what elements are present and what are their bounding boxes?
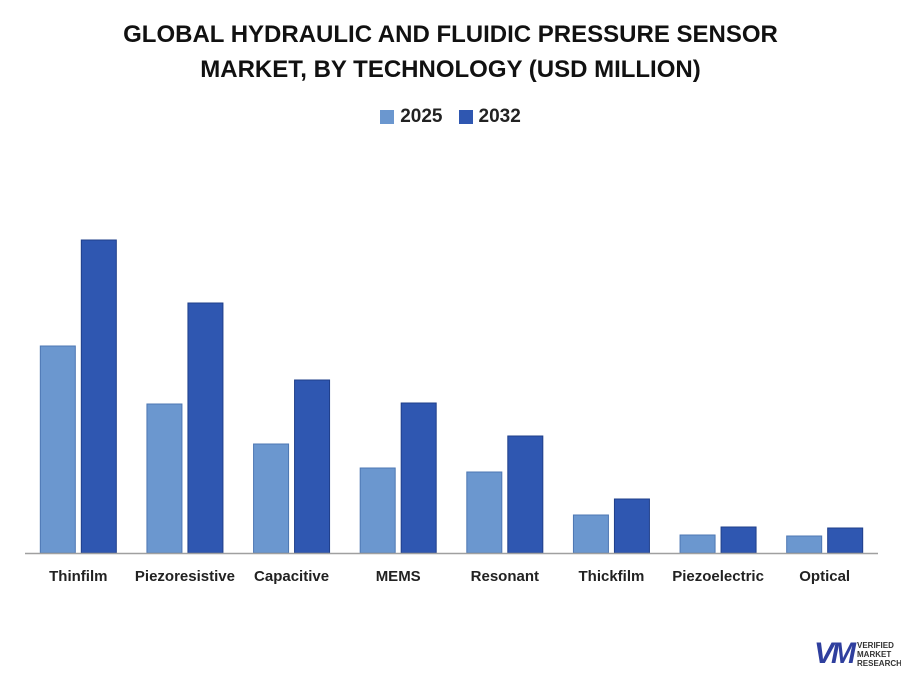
- bar-mems-2025: [359, 467, 396, 554]
- bar-mems-2032: [400, 402, 437, 554]
- x-tick-label: Optical: [799, 568, 850, 585]
- logo-line: RESEARCH: [857, 658, 901, 668]
- logo: VM VERIFIED MARKET RESEARCH: [814, 637, 901, 671]
- bar-piezoresistive-2032: [187, 302, 224, 554]
- x-tick-label: Capacitive: [254, 568, 329, 585]
- x-tick-label: MEMS: [376, 568, 421, 585]
- x-tick-label: Piezoresistive: [135, 568, 235, 585]
- logo-mark: VM: [814, 637, 856, 670]
- x-tick-label: Piezoelectric: [672, 568, 764, 585]
- bar-resonant-2025: [466, 471, 503, 554]
- x-tick-label: Thickfilm: [579, 568, 645, 585]
- x-tick-label: Thinfilm: [49, 568, 107, 585]
- bar-capacitive-2025: [253, 443, 290, 554]
- legend-item-2025: 2025: [380, 106, 443, 128]
- bar-capacitive-2032: [294, 379, 331, 554]
- chart-title-line-1: GLOBAL HYDRAULIC AND FLUIDIC PRESSURE SE…: [123, 21, 778, 48]
- bar-thickfilm-2025: [572, 514, 609, 554]
- legend-item-2032: 2032: [458, 106, 521, 128]
- chart-title-line-2: MARKET, BY TECHNOLOGY (USD MILLION): [200, 56, 701, 83]
- bar-optical-2032: [827, 527, 864, 554]
- legend-swatch-2025: [380, 110, 395, 124]
- bar-thinfilm-2032: [80, 239, 117, 554]
- bar-thinfilm-2025: [39, 345, 76, 554]
- legend: 2025 2032: [0, 106, 901, 128]
- bar-optical-2025: [786, 535, 823, 554]
- logo-line: VERIFIED: [857, 640, 894, 650]
- legend-swatch-2032: [458, 110, 473, 124]
- x-tick-label: Resonant: [471, 568, 539, 585]
- bar-thickfilm-2032: [613, 498, 650, 554]
- bar-piezoelectric-2025: [679, 534, 716, 554]
- legend-label-2025: 2025: [400, 106, 443, 127]
- bar-piezoelectric-2032: [720, 526, 757, 554]
- logo-text: VERIFIED MARKET RESEARCH: [857, 641, 901, 668]
- bar-piezoresistive-2025: [146, 403, 183, 554]
- bar-resonant-2032: [507, 435, 544, 554]
- logo-line: MARKET: [857, 649, 892, 659]
- legend-label-2032: 2032: [478, 106, 521, 127]
